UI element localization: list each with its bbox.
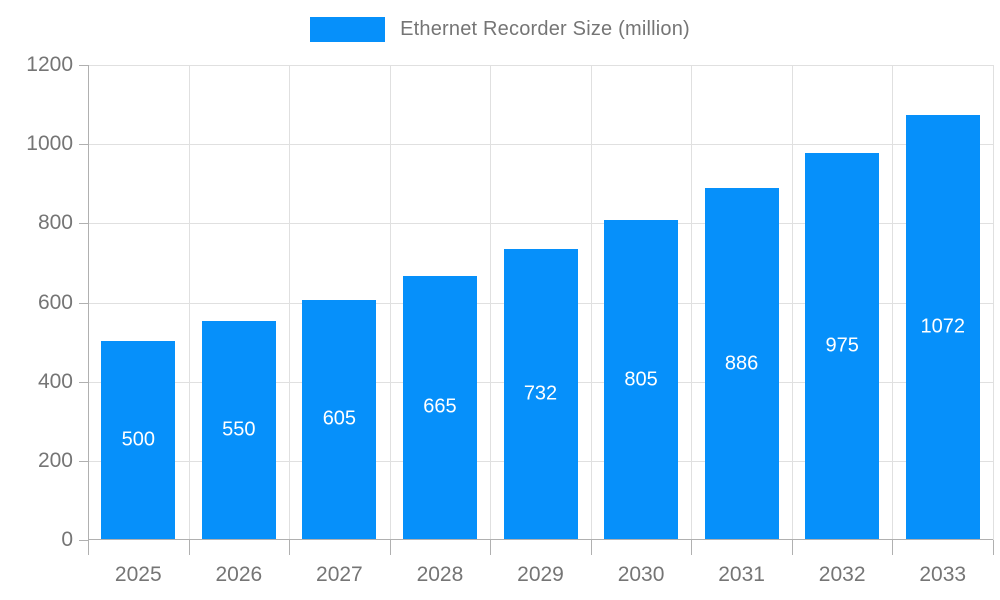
gridline-vertical: [993, 65, 994, 540]
x-axis-tick: [590, 540, 592, 555]
y-axis-tick: [79, 144, 88, 146]
x-axis-line: [88, 539, 993, 540]
x-tick-label: 2032: [818, 563, 866, 586]
gridline-vertical: [892, 65, 894, 540]
x-tick-label: 2033: [919, 563, 967, 586]
bar-value-label: 500: [121, 428, 155, 451]
bar-value-label: 805: [624, 368, 658, 391]
y-tick-label: 1200: [26, 53, 73, 76]
legend-label: Ethernet Recorder Size (million): [400, 18, 690, 40]
bar[interactable]: 886: [704, 188, 779, 539]
y-axis-tick: [79, 65, 88, 66]
x-tick-label: 2027: [316, 563, 363, 586]
bar-value-label: 550: [222, 418, 256, 441]
y-tick-label: 0: [61, 528, 73, 551]
y-axis-line: [88, 65, 89, 540]
bar[interactable]: 805: [604, 220, 679, 539]
gridline-vertical: [691, 65, 693, 540]
y-axis-tick: [79, 302, 88, 304]
gridline-vertical: [289, 65, 291, 540]
y-axis-tick: [79, 460, 88, 462]
bar-value-label: 732: [523, 382, 558, 405]
bar[interactable]: 1072: [905, 114, 980, 539]
x-axis-tick: [791, 540, 793, 555]
x-axis-tick: [188, 540, 190, 555]
gridline-horizontal: [88, 144, 993, 146]
y-axis-tick: [79, 540, 88, 541]
y-axis-tick: [79, 223, 88, 225]
y-axis-tick: [79, 381, 88, 383]
x-axis-tick: [289, 540, 291, 555]
x-tick-label: 2029: [517, 563, 564, 586]
bar[interactable]: 975: [805, 153, 880, 539]
legend-color-swatch: [310, 17, 386, 42]
bar[interactable]: 605: [302, 299, 377, 539]
y-tick-label: 800: [37, 211, 73, 235]
bar-value-label: 665: [423, 395, 457, 418]
bar[interactable]: 500: [101, 341, 176, 539]
bar-value-label: 886: [724, 352, 759, 375]
x-tick-label: 2030: [617, 563, 665, 586]
legend[interactable]: Ethernet Recorder Size (million): [0, 17, 1000, 42]
x-axis-tick: [389, 540, 391, 555]
gridline-horizontal: [88, 65, 993, 66]
x-tick-label: 2026: [215, 563, 263, 586]
y-tick-label: 400: [37, 369, 73, 393]
bar-value-label: 605: [322, 407, 357, 430]
bar[interactable]: 732: [503, 249, 578, 539]
gridline-vertical: [791, 65, 793, 540]
gridline-vertical: [590, 65, 592, 540]
gridline-vertical: [188, 65, 190, 540]
x-tick-label: 2031: [718, 563, 765, 586]
y-tick-label: 200: [37, 448, 73, 472]
x-axis-tick: [892, 540, 894, 555]
y-tick-label: 1000: [26, 132, 73, 156]
gridline-vertical: [490, 65, 492, 540]
y-tick-label: 600: [37, 290, 73, 314]
bar-value-label: 975: [825, 334, 859, 357]
x-axis-tick: [691, 540, 693, 555]
x-axis-tick: [88, 540, 89, 555]
gridline-vertical: [389, 65, 391, 540]
x-axis-tick: [490, 540, 492, 555]
x-tick-label: 2028: [416, 563, 464, 586]
x-axis-tick: [993, 540, 994, 555]
x-tick-label: 2025: [114, 563, 162, 586]
bar[interactable]: 665: [402, 275, 477, 539]
bar-value-label: 1072: [920, 315, 965, 338]
gridline-horizontal: [88, 223, 993, 225]
plot-area: 0 200 400 600 800 1000 1200 2025 2026 2027 2028 202…: [26, 53, 994, 586]
bar[interactable]: 550: [201, 321, 276, 539]
